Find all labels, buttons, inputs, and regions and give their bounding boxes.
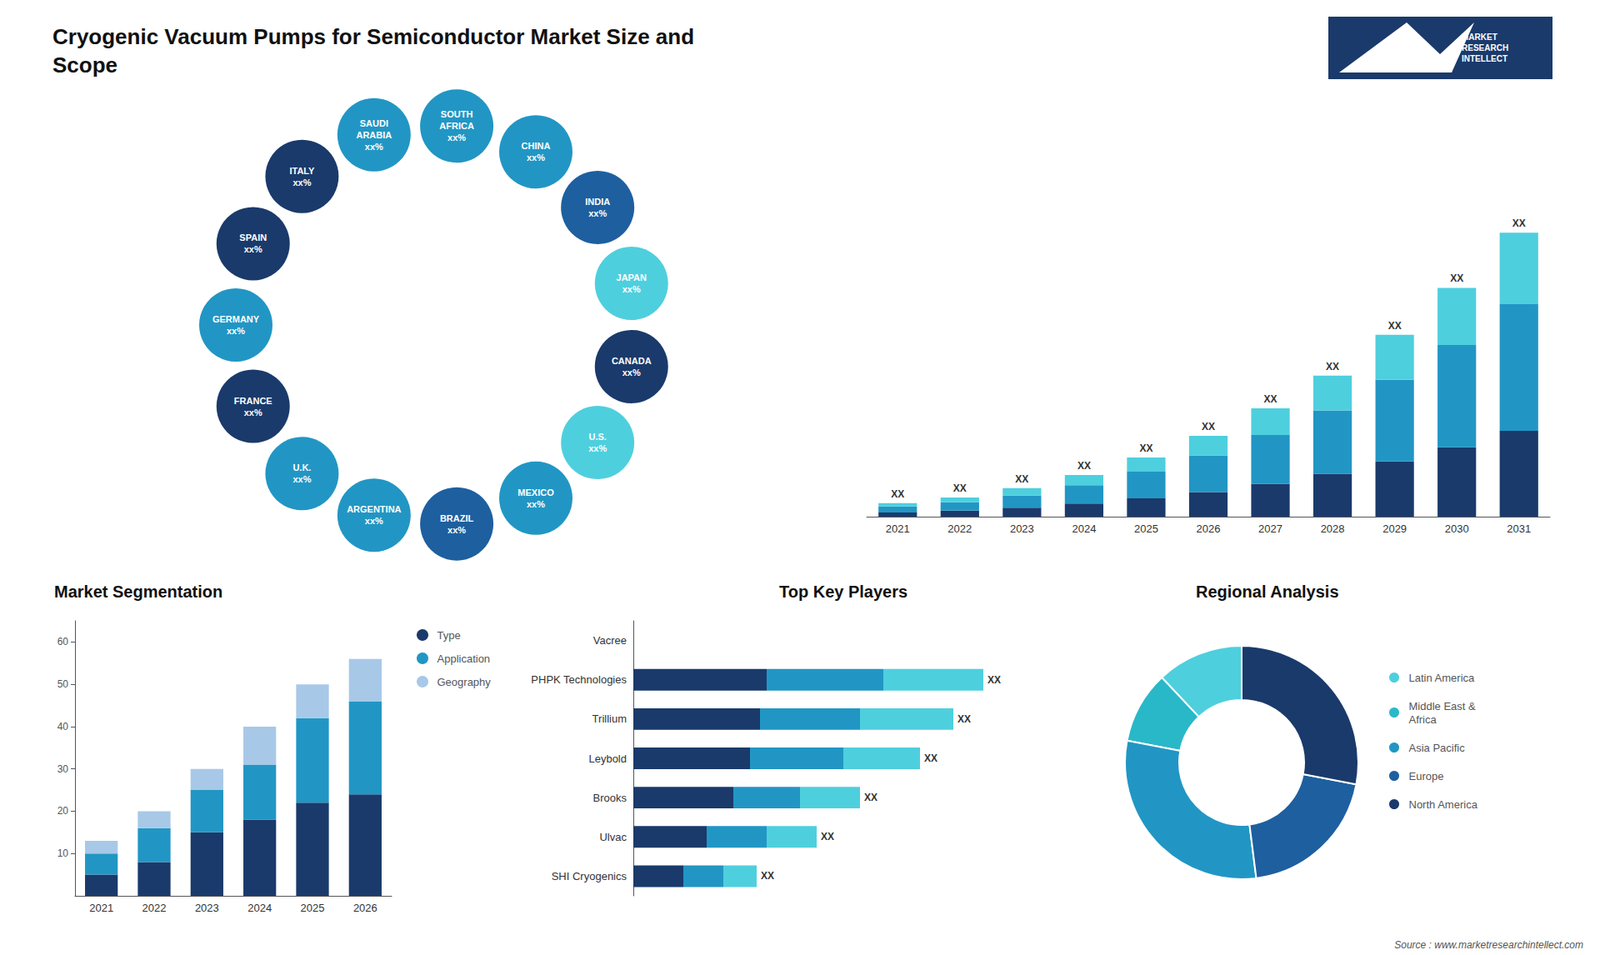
svg-text:XX: XX xyxy=(1139,442,1153,455)
svg-text:Scope: Scope xyxy=(52,52,118,78)
svg-text:xx%: xx% xyxy=(292,474,311,485)
svg-text:2023: 2023 xyxy=(1010,522,1035,535)
svg-text:RESEARCH: RESEARCH xyxy=(1461,43,1509,53)
svg-text:Regional Analysis: Regional Analysis xyxy=(1195,582,1340,601)
svg-text:SOUTH: SOUTH xyxy=(440,109,474,120)
svg-text:North America: North America xyxy=(1409,798,1479,811)
svg-text:Trillium: Trillium xyxy=(592,712,627,725)
svg-text:10: 10 xyxy=(57,847,70,860)
svg-text:2026: 2026 xyxy=(1196,522,1221,535)
svg-text:U.K.: U.K. xyxy=(292,462,311,473)
svg-text:xx%: xx% xyxy=(447,525,466,535)
svg-text:2021: 2021 xyxy=(89,901,114,915)
svg-text:ARGENTINA: ARGENTINA xyxy=(346,504,401,515)
svg-text:2029: 2029 xyxy=(1382,522,1407,535)
svg-text:2023: 2023 xyxy=(195,901,220,915)
svg-text:2025: 2025 xyxy=(1134,522,1159,535)
svg-text:xx%: xx% xyxy=(365,141,384,152)
svg-text:SHI Cryogenics: SHI Cryogenics xyxy=(551,870,628,883)
svg-text:ITALY: ITALY xyxy=(289,165,315,176)
svg-text:xx%: xx% xyxy=(622,367,641,378)
svg-text:MARKET: MARKET xyxy=(1461,32,1498,42)
svg-text:2022: 2022 xyxy=(142,901,167,915)
svg-text:Application: Application xyxy=(437,652,491,665)
svg-text:xx%: xx% xyxy=(244,244,263,255)
svg-text:30: 30 xyxy=(57,763,70,775)
svg-text:AFRICA: AFRICA xyxy=(439,120,475,131)
svg-text:BRAZIL: BRAZIL xyxy=(440,513,475,524)
svg-text:Vacree: Vacree xyxy=(593,634,627,647)
svg-text:XX: XX xyxy=(864,791,878,804)
svg-text:xx%: xx% xyxy=(588,443,607,454)
svg-text:PHPK Technologies: PHPK Technologies xyxy=(530,673,627,686)
svg-text:Africa: Africa xyxy=(1409,713,1438,726)
svg-text:XX: XX xyxy=(987,674,1001,686)
svg-text:60: 60 xyxy=(57,635,70,648)
svg-text:Cryogenic Vacuum Pumps for Sem: Cryogenic Vacuum Pumps for Semiconductor… xyxy=(52,24,695,50)
svg-text:Brooks: Brooks xyxy=(593,791,628,805)
svg-text:xx%: xx% xyxy=(365,515,384,526)
svg-text:2024: 2024 xyxy=(247,901,272,915)
svg-text:XX: XX xyxy=(1264,393,1278,405)
svg-text:Latin America: Latin America xyxy=(1409,671,1476,685)
svg-text:xx%: xx% xyxy=(622,284,641,295)
svg-text:Middle East &: Middle East & xyxy=(1409,700,1477,713)
svg-text:xx%: xx% xyxy=(526,152,545,163)
svg-text:XX: XX xyxy=(1450,272,1464,285)
svg-text:CANADA: CANADA xyxy=(611,355,652,366)
svg-text:2024: 2024 xyxy=(1071,522,1096,535)
svg-text:2025: 2025 xyxy=(300,901,325,915)
svg-text:xx%: xx% xyxy=(526,499,545,510)
svg-text:INDIA: INDIA xyxy=(585,196,610,207)
svg-text:2030: 2030 xyxy=(1445,522,1470,535)
svg-text:XX: XX xyxy=(953,482,967,495)
svg-text:Geography: Geography xyxy=(437,675,492,689)
svg-text:Asia Pacific: Asia Pacific xyxy=(1409,741,1466,755)
svg-text:Leybold: Leybold xyxy=(588,752,627,765)
svg-text:20: 20 xyxy=(57,805,70,817)
svg-text:JAPAN: JAPAN xyxy=(616,272,648,283)
svg-text:Top Key Players: Top Key Players xyxy=(779,582,908,601)
svg-text:xx%: xx% xyxy=(292,177,311,188)
svg-text:2021: 2021 xyxy=(885,522,910,535)
svg-text:Type: Type xyxy=(437,629,461,642)
svg-text:GERMANY: GERMANY xyxy=(212,314,260,325)
svg-text:Ulvac: Ulvac xyxy=(599,830,627,844)
svg-text:xx%: xx% xyxy=(588,208,607,219)
svg-text:XX: XX xyxy=(760,870,775,882)
svg-text:40: 40 xyxy=(57,720,70,733)
svg-text:SPAIN: SPAIN xyxy=(239,232,267,243)
svg-text:XX: XX xyxy=(957,713,971,725)
svg-text:xx%: xx% xyxy=(226,325,245,336)
svg-text:FRANCE: FRANCE xyxy=(234,395,273,406)
svg-text:xx%: xx% xyxy=(447,132,466,143)
svg-text:2022: 2022 xyxy=(947,522,972,535)
svg-text:U.S.: U.S. xyxy=(588,431,606,442)
svg-text:XX: XX xyxy=(820,830,835,843)
svg-text:XX: XX xyxy=(1388,320,1402,332)
svg-text:xx%: xx% xyxy=(244,407,263,418)
svg-text:CHINA: CHINA xyxy=(521,140,551,151)
svg-text:2027: 2027 xyxy=(1258,522,1283,535)
svg-text:2028: 2028 xyxy=(1320,522,1345,535)
svg-text:50: 50 xyxy=(57,678,70,690)
svg-text:Market Segmentation: Market Segmentation xyxy=(54,582,223,601)
svg-text:XX: XX xyxy=(1201,420,1215,433)
svg-text:MEXICO: MEXICO xyxy=(517,487,555,498)
svg-text:XX: XX xyxy=(924,752,938,765)
svg-text:INTELLECT: INTELLECT xyxy=(1461,54,1508,64)
svg-text:SAUDI: SAUDI xyxy=(360,118,389,129)
svg-text:Source : www.marketresearchint: Source : www.marketresearchintellect.com xyxy=(1394,939,1584,951)
svg-text:XX: XX xyxy=(1325,360,1340,373)
svg-text:2031: 2031 xyxy=(1506,522,1531,535)
svg-text:XX: XX xyxy=(1512,217,1526,230)
svg-text:2026: 2026 xyxy=(353,901,378,915)
svg-text:Europe: Europe xyxy=(1409,770,1445,783)
svg-text:XX: XX xyxy=(1077,460,1091,472)
svg-text:ARABIA: ARABIA xyxy=(355,130,392,140)
svg-text:XX: XX xyxy=(890,488,905,500)
svg-text:XX: XX xyxy=(1015,473,1029,485)
